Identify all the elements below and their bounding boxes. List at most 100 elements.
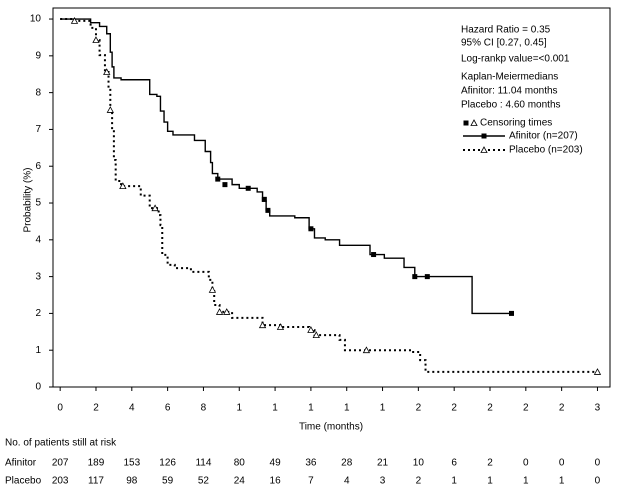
censor-marker (223, 308, 231, 315)
risk-count: 1 (559, 476, 565, 487)
risk-count: 1 (451, 476, 457, 487)
y-tick-label: 1 (35, 345, 41, 356)
plot-frame (52, 7, 611, 388)
risk-count: 203 (52, 476, 69, 487)
legend-label: Placebo (n=203) (509, 145, 583, 156)
legend-marker (480, 146, 488, 153)
censor-marker (307, 326, 315, 333)
risk-count: 189 (88, 458, 105, 469)
annotation: Log-rankp value=<0.001 (461, 54, 570, 65)
censor-marker (151, 204, 159, 212)
legend-marker (481, 133, 487, 139)
risk-count: 36 (305, 458, 317, 469)
risk-count: 52 (198, 476, 210, 487)
y-axis-label: Probability (%) (23, 167, 34, 232)
risk-count: 2 (487, 458, 493, 469)
annotation: Placebo : 4.60 months (461, 100, 561, 111)
legend-censor-marker (463, 120, 469, 126)
x-tick-label: 1 (380, 403, 386, 414)
risk-table-title: No. of patients still at risk (5, 438, 117, 449)
risk-count: 0 (559, 458, 565, 469)
x-tick-label: 2 (523, 403, 529, 414)
risk-count: 0 (523, 458, 529, 469)
x-tick-label: 8 (201, 403, 207, 414)
risk-count: 4 (344, 476, 350, 487)
risk-count: 207 (52, 458, 69, 469)
risk-count: 98 (126, 476, 138, 487)
risk-row-label: Afinitor (5, 458, 37, 469)
risk-count: 3 (380, 476, 386, 487)
risk-count: 80 (234, 458, 246, 469)
x-tick-label: 3 (595, 403, 601, 414)
x-tick-label: 1 (236, 403, 242, 414)
x-axis-label: Time (months) (299, 422, 363, 433)
risk-count: 126 (159, 458, 176, 469)
risk-count: 117 (88, 476, 104, 487)
x-tick-label: 1 (308, 403, 314, 414)
survival-curve (60, 18, 600, 373)
censor-marker (593, 368, 602, 375)
censor-marker (208, 286, 217, 293)
censor-marker (265, 207, 271, 213)
risk-count: 10 (413, 458, 425, 469)
x-tick-label: 0 (57, 403, 63, 414)
risk-count: 2 (416, 476, 422, 487)
x-tick-label: 2 (487, 403, 493, 414)
censor-marker (412, 274, 418, 280)
x-tick-label: 2 (451, 403, 457, 414)
annotation: Hazard Ratio = 0.35 (461, 25, 551, 36)
risk-count: 21 (377, 458, 389, 469)
y-tick-label: 10 (30, 14, 42, 25)
risk-count: 0 (595, 458, 601, 469)
censor-marker (261, 196, 267, 202)
legend-censor-marker (470, 119, 478, 126)
x-tick-label: 2 (559, 403, 565, 414)
censor-marker (424, 274, 430, 280)
censor-marker (103, 68, 111, 75)
censor-marker (215, 176, 221, 182)
y-tick-label: 0 (35, 382, 41, 393)
censor-marker (371, 252, 377, 258)
risk-count: 28 (341, 458, 353, 469)
risk-count: 7 (308, 476, 314, 487)
x-tick-label: 6 (165, 403, 171, 414)
risk-count: 153 (123, 458, 140, 469)
risk-row-label: Placebo (5, 476, 42, 487)
legend-label: Censoring times (480, 118, 552, 129)
censor-marker (245, 185, 251, 191)
risk-count: 1 (523, 476, 529, 487)
x-tick-label: 4 (129, 403, 135, 414)
y-tick-label: 8 (35, 87, 41, 98)
censor-marker (258, 321, 267, 329)
annotation: Afinitor: 11.04 months (461, 86, 558, 97)
censor-marker (70, 17, 79, 24)
risk-count: 114 (195, 458, 211, 469)
x-tick-label: 1 (344, 403, 350, 414)
censor-marker (92, 36, 100, 43)
y-tick-label: 3 (35, 271, 41, 282)
x-tick-label: 2 (93, 403, 99, 414)
risk-count: 1 (487, 476, 493, 487)
y-tick-label: 6 (35, 161, 41, 172)
censor-marker (362, 346, 371, 354)
y-tick-label: 7 (35, 124, 41, 135)
censor-marker (312, 331, 320, 339)
x-tick-label: 2 (416, 403, 422, 414)
censor-marker (119, 182, 127, 189)
y-tick-label: 4 (35, 234, 41, 245)
risk-count: 24 (234, 476, 246, 487)
risk-count: 59 (162, 476, 174, 487)
x-tick-label: 1 (272, 403, 278, 414)
censor-marker (106, 106, 114, 113)
y-tick-label: 5 (35, 198, 41, 209)
y-tick-label: 2 (35, 308, 41, 319)
annotation: 95% CI [0.27, 0.45] (461, 38, 547, 49)
y-tick-label: 9 (35, 50, 41, 61)
risk-count: 49 (270, 458, 282, 469)
censor-marker (508, 310, 514, 316)
risk-count: 6 (451, 458, 457, 469)
survival-curve (60, 18, 512, 315)
censor-marker (222, 182, 228, 188)
